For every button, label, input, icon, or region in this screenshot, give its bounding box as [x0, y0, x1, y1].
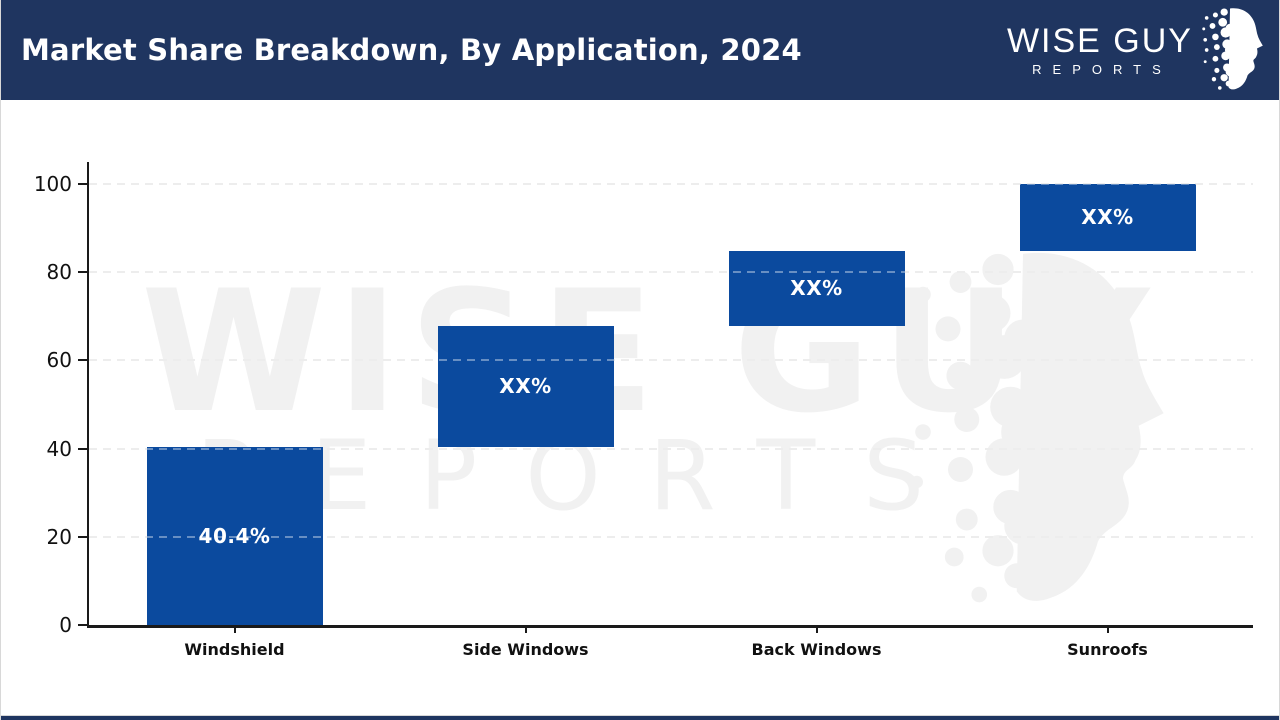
- gridline: [89, 183, 1253, 186]
- bar-sunroofs: XX%: [1019, 184, 1196, 251]
- bar-value-label: 40.4%: [198, 523, 271, 548]
- y-tick-label: 80: [46, 260, 72, 285]
- x-tick: [1106, 625, 1109, 633]
- bar-value-label: XX%: [499, 374, 552, 399]
- x-tick: [815, 625, 818, 633]
- bar-back-windows: XX%: [728, 250, 905, 326]
- wiseguy-logo: WISE GUY REPORTS: [1007, 6, 1279, 94]
- x-axis-label: Sunroofs: [1067, 640, 1148, 659]
- bar-side-windows: XX%: [437, 325, 614, 447]
- page-title: Market Share Breakdown, By Application, …: [21, 33, 802, 67]
- gridline: [89, 535, 1253, 538]
- y-tick-label: 100: [33, 172, 72, 197]
- logo-tagline: REPORTS: [1032, 62, 1172, 77]
- gridline-overlay: [89, 535, 1253, 538]
- x-axis-label: Back Windows: [751, 640, 882, 659]
- gridline-overlay: [89, 447, 1253, 450]
- y-axis-line: [87, 162, 89, 627]
- watermark-wordmark: WISE GUY: [141, 254, 1160, 450]
- x-tick: [524, 625, 527, 633]
- header: Market Share Breakdown, By Application, …: [1, 0, 1279, 100]
- y-tick: [78, 624, 87, 626]
- logo-text: WISE GUY REPORTS: [1007, 24, 1193, 76]
- bar-windshield: 40.4%: [146, 446, 323, 625]
- gridline: [89, 447, 1253, 450]
- y-tick-label: 0: [59, 613, 72, 637]
- bar-value-label: XX%: [790, 276, 843, 301]
- y-tick: [78, 535, 87, 538]
- x-axis-label: Side Windows: [462, 640, 589, 659]
- x-axis-line: [87, 625, 1253, 628]
- bar-value-label: XX%: [1081, 205, 1134, 230]
- y-tick-label: 40: [46, 436, 72, 461]
- gridline: [89, 271, 1253, 274]
- x-tick: [233, 625, 236, 633]
- y-tick: [78, 447, 87, 450]
- logo-wordmark: WISE GUY: [1006, 22, 1193, 60]
- y-tick-label: 60: [46, 348, 72, 373]
- x-axis-label: Windshield: [184, 640, 285, 659]
- gridline: [89, 359, 1253, 362]
- y-tick: [78, 271, 87, 274]
- y-tick-label: 20: [46, 524, 72, 549]
- logo-face-icon: [1195, 6, 1265, 94]
- footer-bar: [1, 715, 1279, 720]
- gridline-overlay: [89, 359, 1253, 362]
- y-tick: [78, 359, 87, 362]
- y-tick: [78, 183, 87, 186]
- gridline-overlay: [89, 183, 1253, 186]
- gridline-overlay: [89, 271, 1253, 274]
